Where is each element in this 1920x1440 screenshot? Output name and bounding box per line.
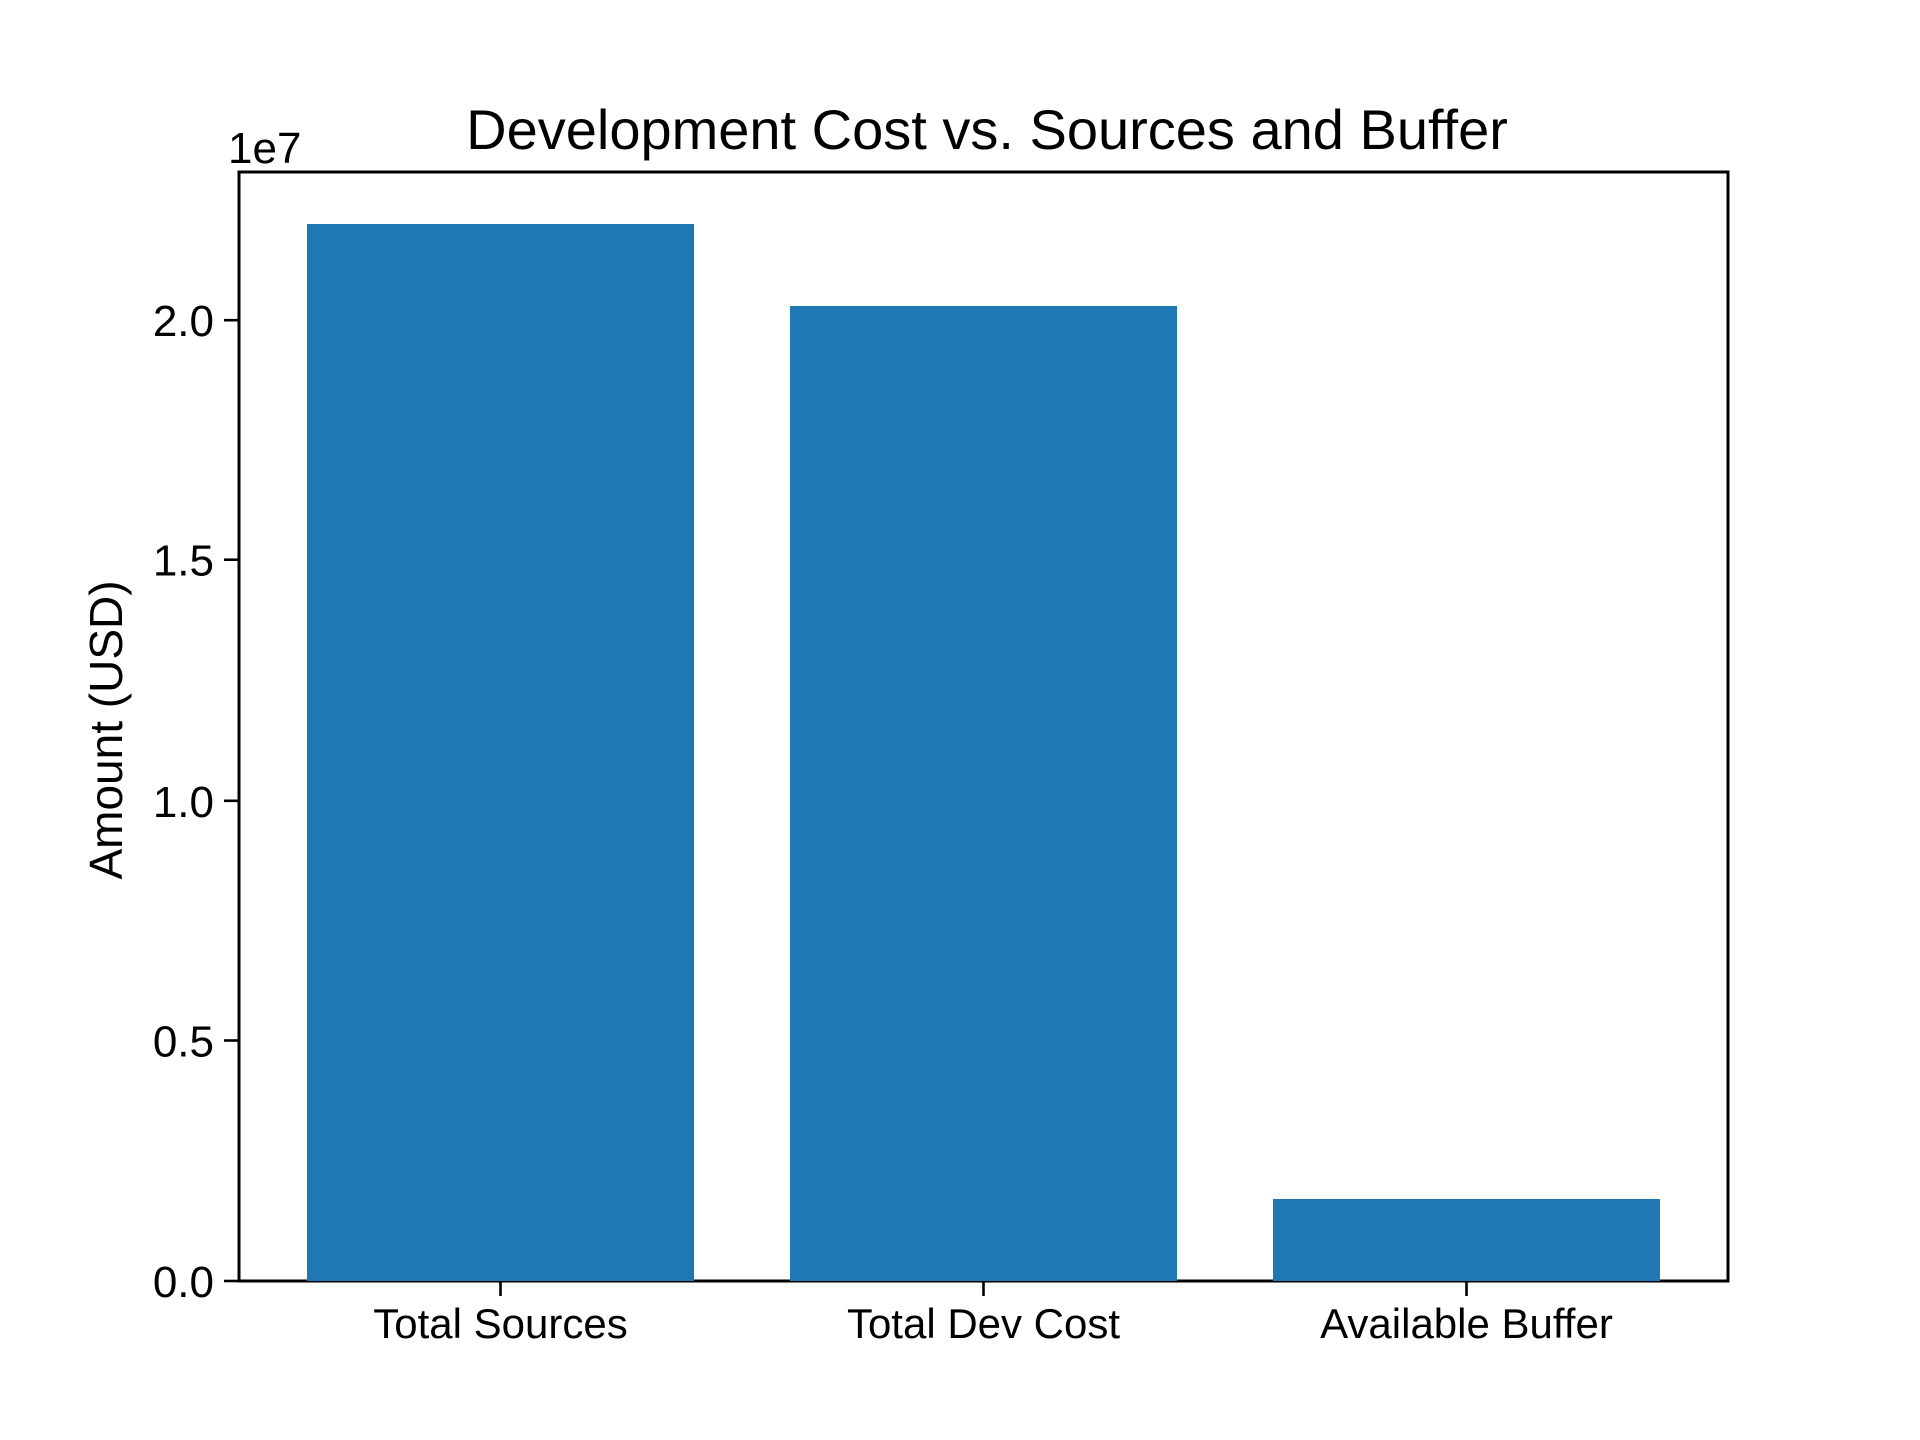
svg-text:0.5: 0.5: [153, 1018, 214, 1067]
svg-text:Total Dev Cost: Total Dev Cost: [847, 1300, 1120, 1347]
svg-text:Amount (USD): Amount (USD): [80, 580, 132, 879]
svg-text:0.0: 0.0: [153, 1258, 214, 1307]
svg-text:2.0: 2.0: [153, 297, 214, 346]
svg-text:Available Buffer: Available Buffer: [1320, 1300, 1613, 1347]
svg-text:Total Sources: Total Sources: [373, 1300, 627, 1347]
svg-text:1e7: 1e7: [228, 124, 301, 173]
svg-text:1.5: 1.5: [153, 537, 214, 586]
svg-text:Development Cost vs. Sources a: Development Cost vs. Sources and Buffer: [466, 98, 1508, 161]
svg-text:1.0: 1.0: [153, 778, 214, 827]
